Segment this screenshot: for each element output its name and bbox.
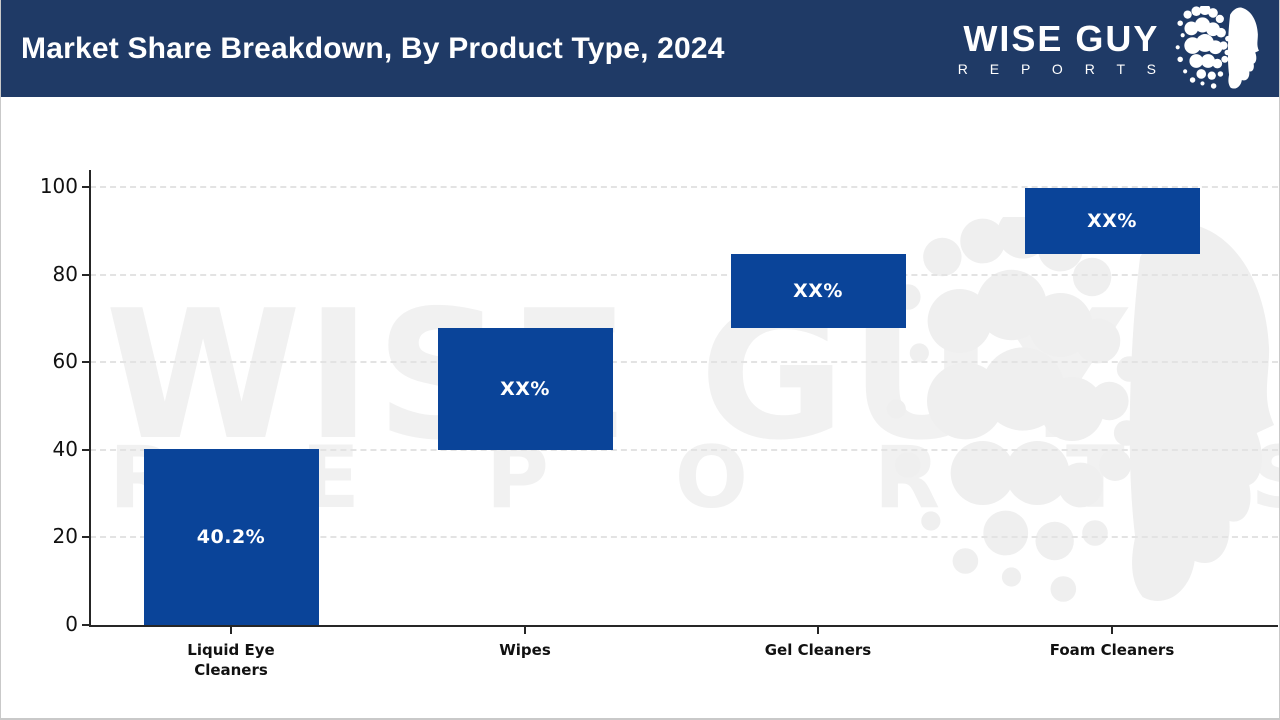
bar-value-label: XX% — [1087, 209, 1137, 232]
bar-value-label: 40.2% — [196, 525, 266, 548]
x-tick-label: Foam Cleaners — [1049, 641, 1175, 659]
y-tick-label: 0 — [65, 612, 78, 636]
wise-guy-logo: WISE GUY R E P O R T S — [957, 5, 1265, 92]
y-axis-tick — [82, 361, 89, 364]
y-tick-label: 80 — [52, 261, 78, 286]
gridline-y40 — [90, 448, 1278, 451]
y-tick-label: 20 — [52, 524, 78, 549]
page-title: Market Share Breakdown, By Product Type,… — [21, 31, 725, 65]
y-axis-tick — [82, 536, 89, 539]
y-axis — [89, 170, 91, 627]
bar-value-label: XX% — [500, 378, 550, 400]
gridline-y60 — [90, 361, 1278, 364]
gridline-y20 — [90, 536, 1278, 539]
x-tick-label: Liquid Eye Cleaners — [187, 641, 275, 680]
bar-foam-cleaners: XX% — [1024, 188, 1200, 254]
logo-wordmark: WISE GUY R E P O R T S — [957, 17, 1165, 77]
y-axis-tick — [82, 624, 89, 626]
y-tick-label: 60 — [52, 349, 78, 374]
bar-wipes: XX% — [437, 328, 613, 450]
x-tick-label: Gel Cleaners — [764, 641, 872, 659]
x-axis — [89, 625, 1278, 627]
bar-liquid-eye-cleaners: 40.2% — [143, 449, 319, 625]
chart-area: WISE GUY R E P O R T S 0 20 40 60 80 100 40.2%… — [1, 97, 1279, 718]
logo-head-icon — [1175, 5, 1259, 89]
watermark-head-icon — [886, 217, 1275, 602]
header-bar: Market Share Breakdown, By Product Type,… — [1, 0, 1279, 97]
y-axis-tick — [82, 273, 89, 276]
y-axis-tick — [82, 186, 89, 189]
bar-gel-cleaners: XX% — [730, 253, 906, 329]
y-axis-tick — [82, 448, 89, 451]
bar-value-label: XX% — [793, 279, 843, 302]
x-axis-tick — [524, 627, 526, 634]
y-tick-label: 40 — [52, 436, 78, 461]
y-tick-label: 100 — [39, 174, 78, 199]
gridline-y100 — [90, 186, 1278, 189]
logo-wordmark-line2: R E P O R T S — [957, 60, 1165, 77]
x-axis-tick — [230, 627, 232, 634]
logo-wordmark-line1: WISE GUY — [963, 17, 1160, 59]
x-tick-label: Wipes — [499, 641, 551, 659]
x-axis-tick — [817, 627, 819, 634]
gridline-y80 — [90, 273, 1278, 276]
x-axis-tick — [1111, 627, 1113, 634]
